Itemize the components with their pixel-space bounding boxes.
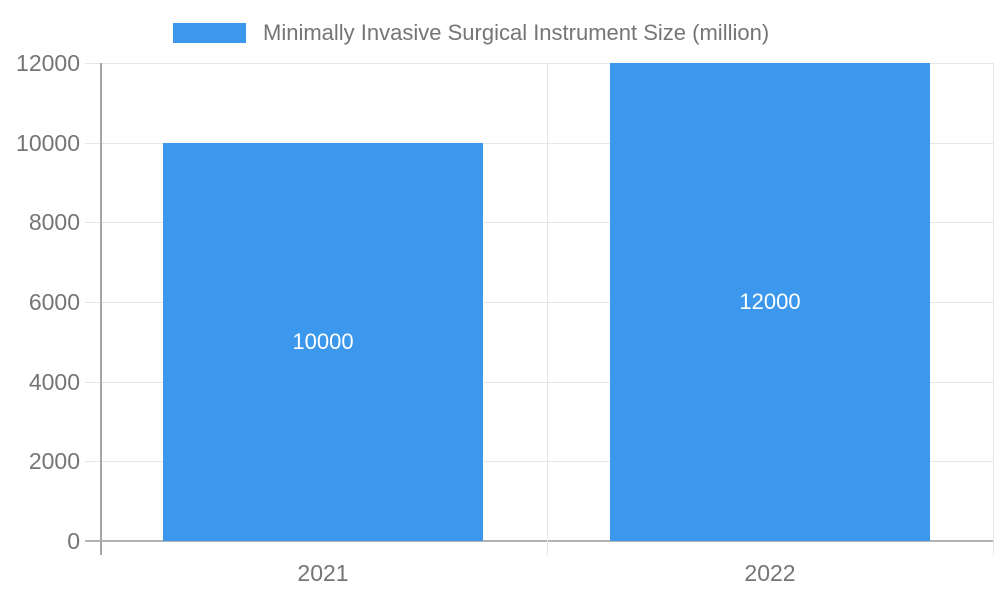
legend-label: Minimally Invasive Surgical Instrument S… — [263, 20, 770, 45]
y-axis-tick-label: 6000 — [28, 289, 80, 315]
legend-swatch — [173, 23, 246, 43]
y-axis-line — [100, 63, 102, 555]
bar — [163, 142, 483, 541]
gridline-vertical — [547, 63, 548, 555]
y-axis-tick-label: 10000 — [16, 129, 80, 156]
y-axis-tick-label: 4000 — [28, 368, 80, 395]
gridline-vertical — [993, 63, 994, 555]
bar — [610, 63, 930, 541]
gridline-horizontal — [85, 302, 993, 303]
bar-value-label: 10000 — [292, 329, 354, 354]
gridline-horizontal — [85, 63, 993, 64]
bar-value-label: 12000 — [739, 289, 801, 314]
gridline-horizontal — [85, 222, 993, 224]
y-axis-tick-label: 8000 — [28, 209, 80, 236]
x-axis-category-label: 2021 — [297, 560, 349, 586]
x-axis-category-label: 2022 — [744, 560, 796, 586]
gridline-horizontal — [85, 461, 993, 463]
x-axis-baseline — [85, 540, 993, 542]
gridline-horizontal — [85, 381, 993, 383]
gridline-horizontal — [85, 142, 993, 144]
y-axis-tick-label: 0 — [67, 528, 80, 554]
y-axis-tick-label: 2000 — [28, 448, 80, 475]
y-axis-tick-label: 12000 — [16, 50, 80, 76]
